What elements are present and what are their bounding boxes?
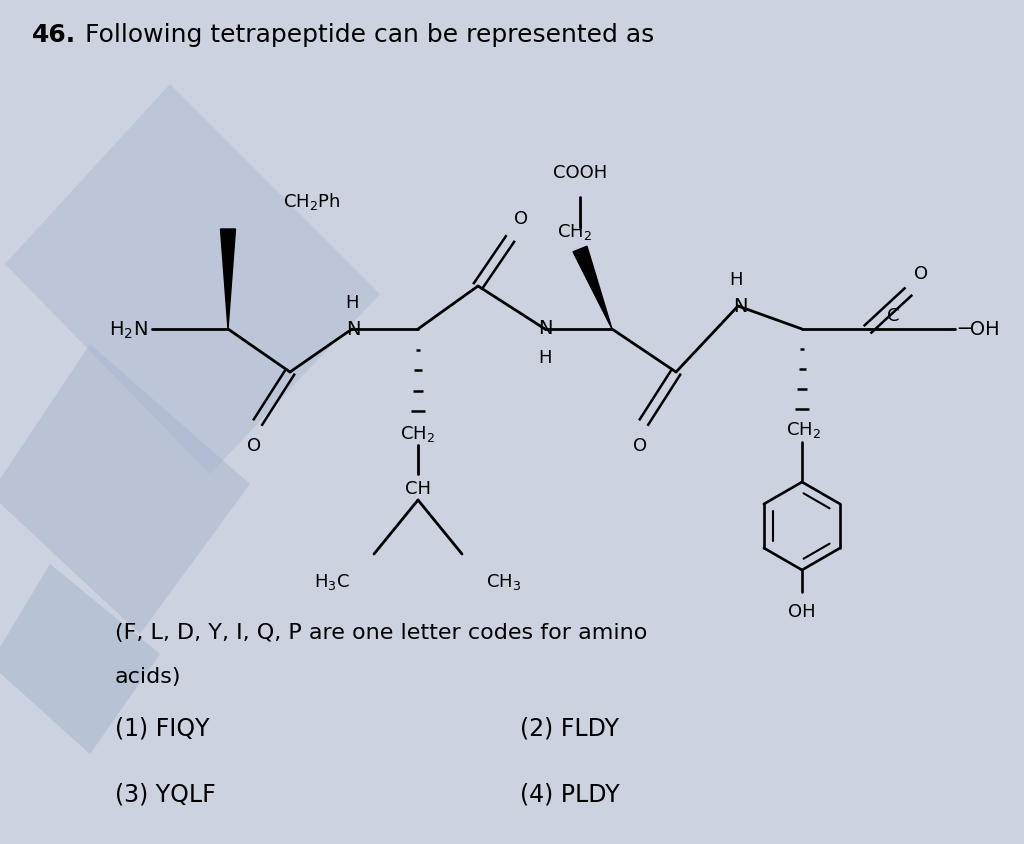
Text: O: O bbox=[514, 210, 528, 228]
Text: 46.: 46. bbox=[32, 23, 76, 47]
Text: H: H bbox=[345, 294, 358, 311]
Text: $\rm CH_3$: $\rm CH_3$ bbox=[486, 571, 521, 592]
Text: CH: CH bbox=[406, 479, 431, 497]
Text: O: O bbox=[247, 436, 261, 454]
Text: (4) PLDY: (4) PLDY bbox=[520, 782, 620, 806]
Text: H: H bbox=[539, 349, 552, 366]
Text: $\rm CH_2Ph$: $\rm CH_2Ph$ bbox=[283, 191, 341, 212]
Text: $\rm CH_2$: $\rm CH_2$ bbox=[400, 424, 435, 443]
Text: O: O bbox=[914, 265, 928, 283]
Polygon shape bbox=[220, 230, 236, 330]
Text: (F, L, D, Y, I, Q, P are one letter codes for amino: (F, L, D, Y, I, Q, P are one letter code… bbox=[115, 622, 647, 642]
Text: $\rm H_2N$: $\rm H_2N$ bbox=[110, 319, 148, 340]
Polygon shape bbox=[0, 565, 160, 754]
Polygon shape bbox=[0, 344, 250, 634]
Text: $\rm H_3C$: $\rm H_3C$ bbox=[314, 571, 350, 592]
Text: N: N bbox=[538, 318, 552, 337]
Text: N: N bbox=[733, 297, 748, 316]
Text: (3) YQLF: (3) YQLF bbox=[115, 782, 216, 806]
Text: $\rm CH_2$: $\rm CH_2$ bbox=[557, 222, 593, 241]
Text: C: C bbox=[887, 306, 899, 325]
Text: H: H bbox=[729, 271, 742, 289]
Text: O: O bbox=[633, 436, 647, 454]
Text: $\rm CH_2$: $\rm CH_2$ bbox=[786, 419, 821, 440]
Text: Following tetrapeptide can be represented as: Following tetrapeptide can be represente… bbox=[85, 23, 654, 47]
Polygon shape bbox=[573, 247, 612, 330]
Text: N: N bbox=[346, 320, 360, 339]
Text: ─OH: ─OH bbox=[958, 320, 999, 339]
Text: OH: OH bbox=[788, 603, 816, 620]
Text: COOH: COOH bbox=[553, 164, 607, 181]
Text: acids): acids) bbox=[115, 666, 181, 686]
Text: (2) FLDY: (2) FLDY bbox=[520, 717, 618, 740]
Polygon shape bbox=[5, 85, 380, 474]
Text: (1) FIQY: (1) FIQY bbox=[115, 717, 210, 740]
